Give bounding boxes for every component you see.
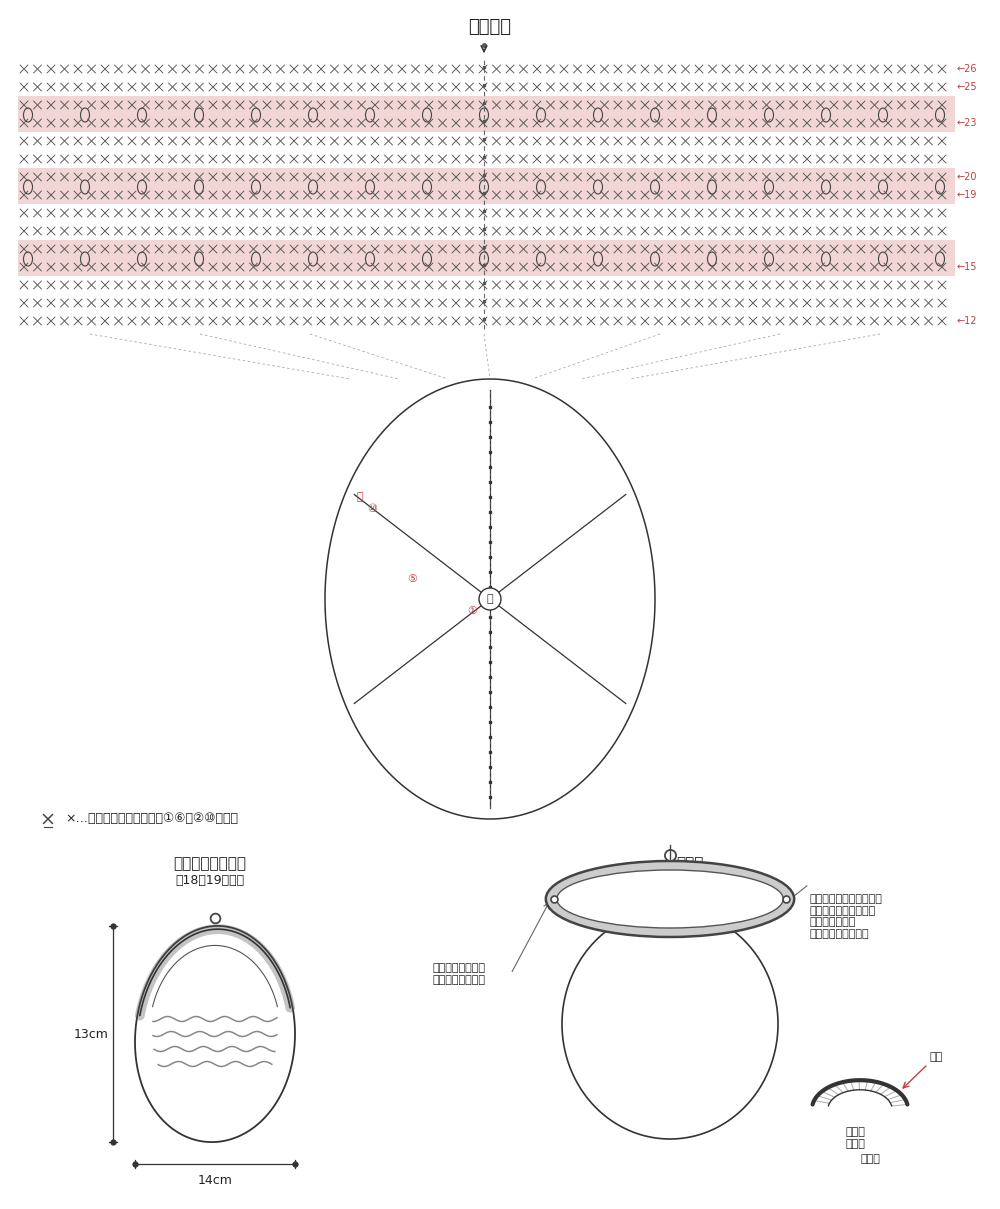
Text: 模様編み: 模様編み — [468, 18, 512, 36]
Text: ←12: ←12 — [957, 316, 978, 326]
Ellipse shape — [546, 861, 794, 937]
Text: ⑪: ⑪ — [357, 492, 363, 502]
Text: ①: ① — [467, 606, 477, 617]
Bar — [18, 241, 955, 276]
Text: 口金の端４ケ所を
ベンチで押さえる: 口金の端４ケ所を ベンチで押さえる — [433, 964, 486, 985]
Text: ←20: ←20 — [957, 172, 978, 183]
Text: ←23: ←23 — [957, 118, 978, 128]
Polygon shape — [562, 909, 778, 1139]
Text: でき上がりサイズ: でき上がりサイズ — [174, 856, 246, 872]
Text: 13cm: 13cm — [74, 1028, 108, 1041]
Polygon shape — [325, 378, 655, 818]
Text: わ: わ — [487, 594, 493, 604]
Bar — [18, 168, 955, 204]
Ellipse shape — [557, 870, 783, 929]
Text: 編み地
（裏）: 編み地 （裏） — [845, 1127, 865, 1149]
Text: ←26: ←26 — [957, 64, 978, 74]
Text: ←25: ←25 — [957, 82, 978, 92]
Text: ×…こま編みのすじ編み（①⑥・②⑩・⑳）: ×…こま編みのすじ編み（①⑥・②⑩・⑳） — [65, 812, 238, 826]
Ellipse shape — [479, 588, 501, 611]
Text: 口金: 口金 — [930, 1052, 943, 1062]
Text: ←15: ←15 — [957, 262, 978, 272]
Text: （18・19共通）: （18・19共通） — [175, 874, 245, 887]
Text: まとめ: まとめ — [676, 856, 704, 872]
Polygon shape — [135, 926, 295, 1143]
Text: 口金の溝にボンドを塗り
編み地の端を差し込む
（溝のすきまに
紙ひもを差し込む）: 口金の溝にボンドを塗り 編み地の端を差し込む （溝のすきまに 紙ひもを差し込む） — [809, 893, 882, 939]
Text: ⑤: ⑤ — [407, 574, 417, 584]
Text: 14cm: 14cm — [198, 1174, 232, 1186]
Text: ⑩: ⑩ — [367, 504, 377, 514]
Text: 紙ひも: 紙ひも — [860, 1155, 880, 1164]
Text: ←19: ←19 — [957, 190, 977, 199]
Bar — [18, 96, 955, 132]
